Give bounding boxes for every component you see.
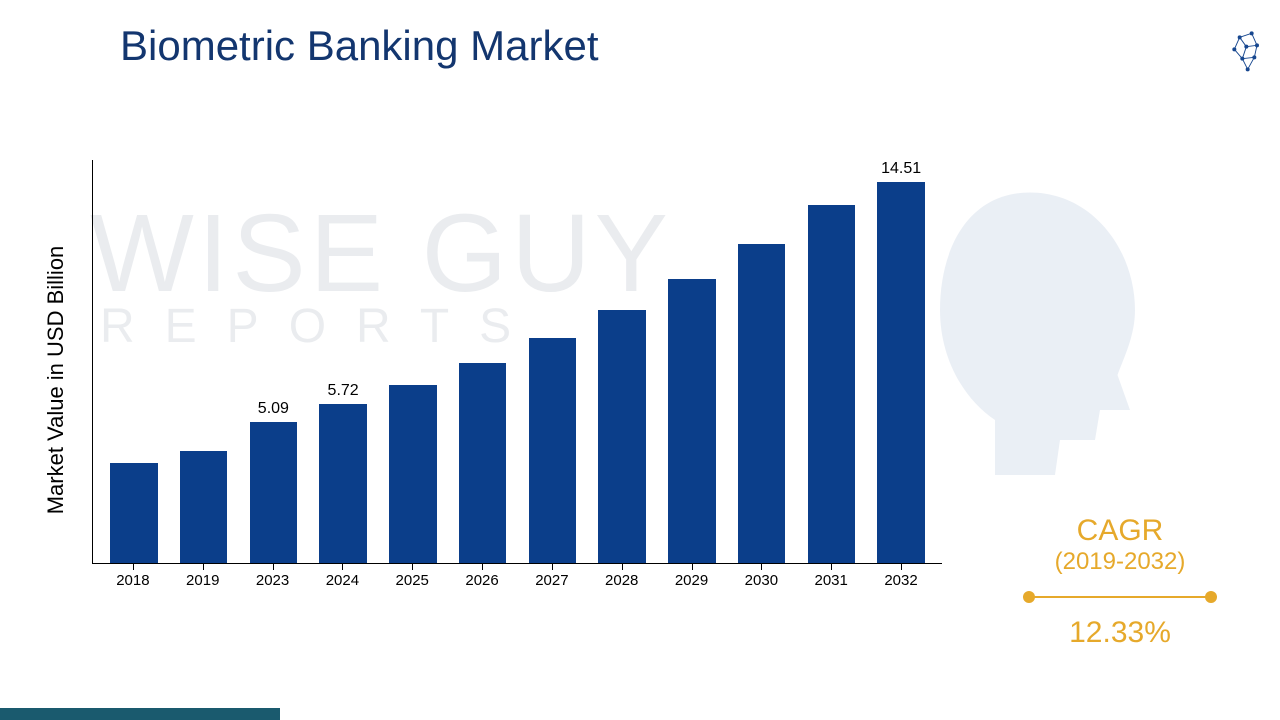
x-tick: 2024 [307,564,377,600]
bar-column: 5.72 [308,160,378,563]
x-tick: 2031 [796,564,866,600]
bar-value-label: 5.09 [258,400,289,418]
x-tick: 2025 [377,564,447,600]
bar-column [99,160,169,563]
y-axis-label: Market Value in USD Billion [43,246,69,515]
bottom-accent-bar [0,708,280,720]
bars-container: 5.09 5.72 14.51 [93,160,942,563]
infographic-canvas: WISE GUY REPORTS Biometric Banking Marke… [0,0,1280,720]
bar-column [657,160,727,563]
bar-column [727,160,797,563]
bar [250,422,297,563]
bar [459,363,506,563]
x-axis-ticks: 2018201920232024202520262027202820292030… [92,564,942,600]
bar-column [448,160,518,563]
x-tick: 2027 [517,564,587,600]
bar-column: 5.09 [239,160,309,563]
bar [180,451,227,563]
bar [738,244,785,563]
brand-logo: WISE GUY R E P O R T S [956,20,1170,74]
bar-column: 14.51 [866,160,936,563]
x-tick: 2032 [866,564,936,600]
cagr-value: 12.33% [1020,616,1220,650]
logo-line2: R E P O R T S [956,56,1170,74]
bar-chart: Market Value in USD Billion 5.095.7214.5… [62,160,942,600]
bar-column [518,160,588,563]
cagr-range: (2019-2032) [1020,548,1220,576]
bar-value-label: 14.51 [881,160,921,178]
x-tick: 2026 [447,564,517,600]
plot-area: 5.09 5.72 14.51 [92,160,942,564]
bar [668,279,715,563]
bar [110,463,157,563]
bar-column [797,160,867,563]
x-tick: 2018 [98,564,168,600]
bar-column [169,160,239,563]
logo-head-icon [1210,16,1280,96]
bar [319,404,366,563]
bar [389,385,436,563]
chart-title: Biometric Banking Market [120,22,599,70]
cagr-divider [1025,596,1215,598]
bar [877,182,924,563]
logo-line1: WISE GUY [956,20,1170,56]
bar [529,338,576,563]
x-tick: 2028 [587,564,657,600]
x-tick: 2030 [726,564,796,600]
x-tick: 2019 [168,564,238,600]
bar-value-label: 5.72 [328,382,359,400]
cagr-block: CAGR (2019-2032) 12.33% [1020,514,1220,650]
cagr-label: CAGR [1020,514,1220,548]
x-tick: 2029 [657,564,727,600]
bar [808,205,855,563]
x-tick: 2023 [238,564,308,600]
bar [598,310,645,563]
bar-column [587,160,657,563]
bar-column [378,160,448,563]
